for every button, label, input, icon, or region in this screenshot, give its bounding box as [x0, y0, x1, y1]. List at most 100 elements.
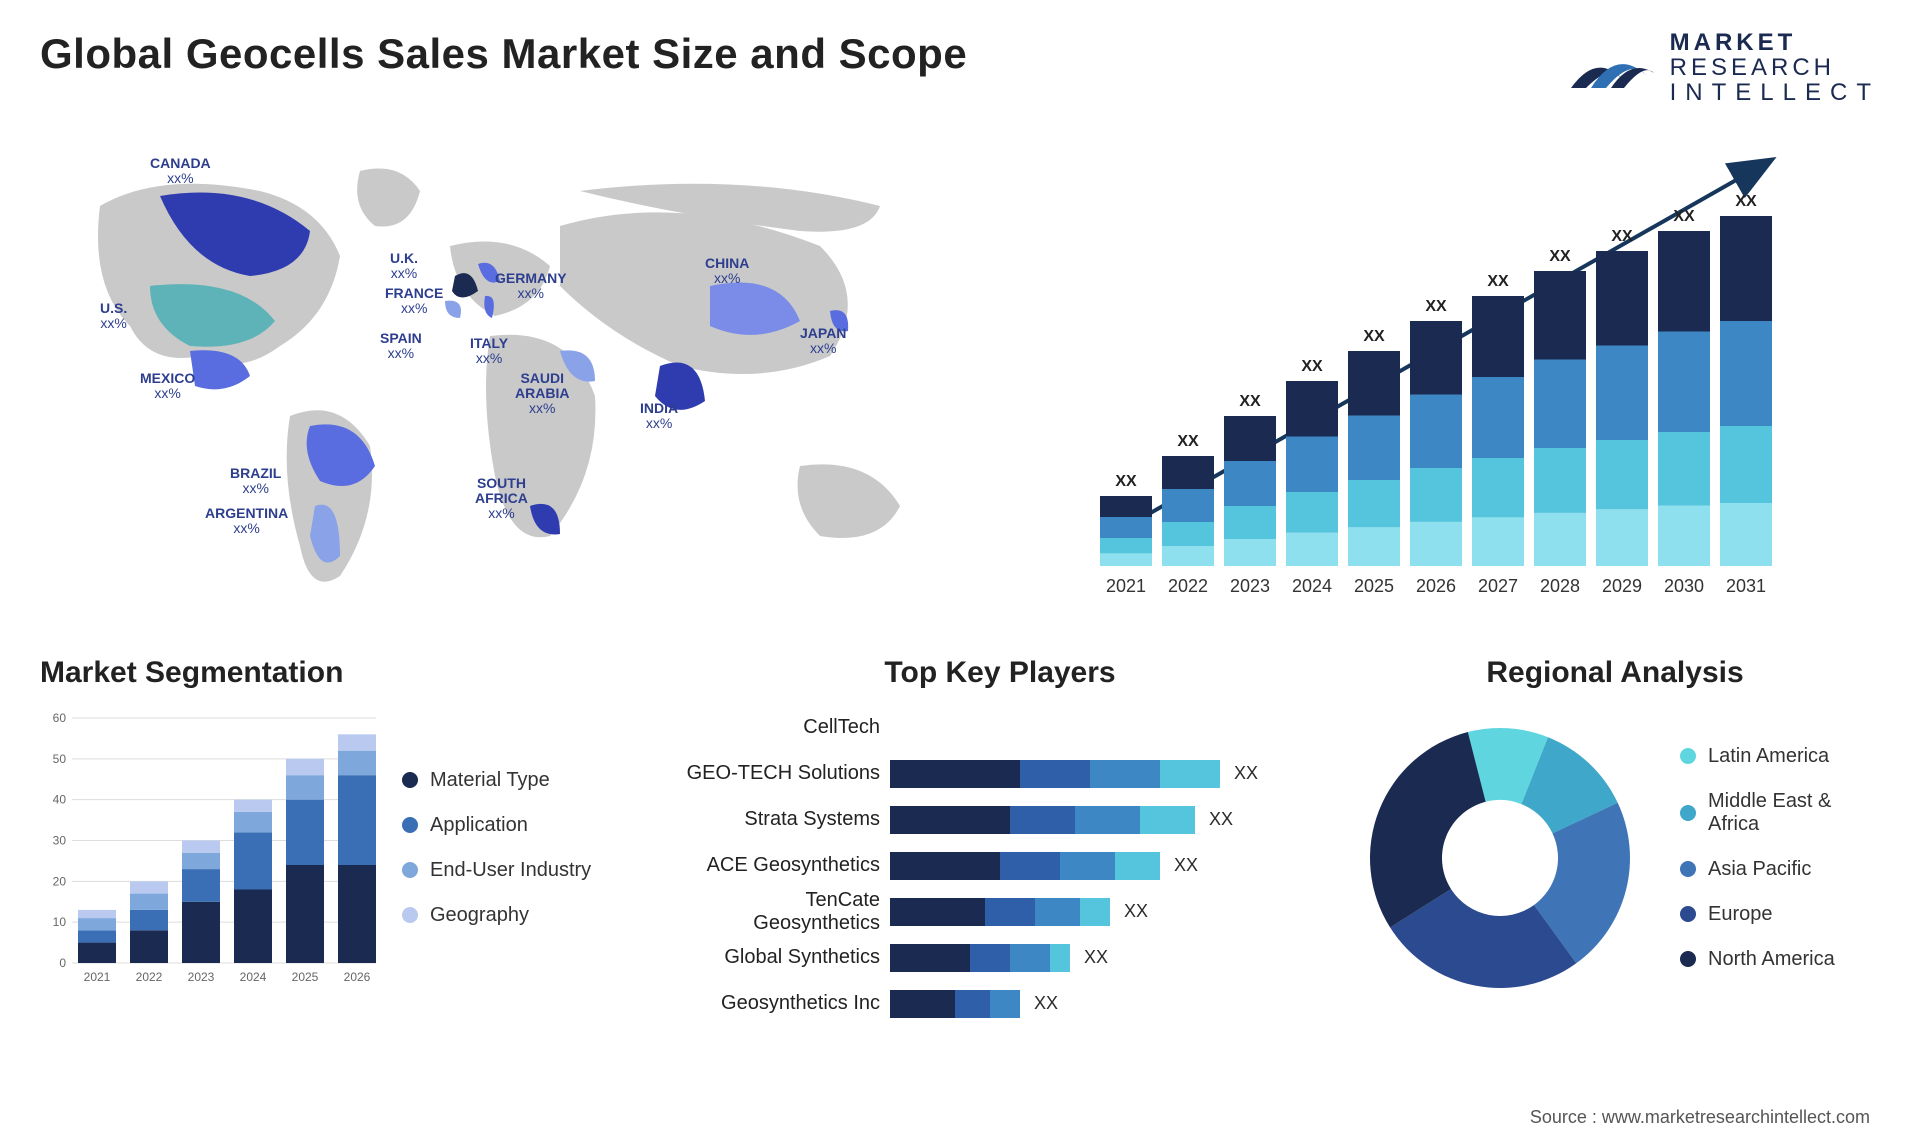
svg-text:2024: 2024 — [1292, 576, 1332, 596]
map-label: CHINAxx% — [705, 256, 749, 287]
legend-item: Geography — [402, 904, 591, 927]
player-name: ACE Geosynthetics — [680, 854, 890, 877]
player-bar-seg — [1020, 760, 1090, 788]
legend-label: Geography — [430, 904, 529, 927]
legend-swatch — [402, 907, 418, 923]
svg-text:2025: 2025 — [292, 970, 319, 984]
legend-label: Application — [430, 814, 528, 837]
svg-text:2022: 2022 — [1168, 576, 1208, 596]
player-bar-seg — [1080, 898, 1110, 926]
legend-item: Application — [402, 814, 591, 837]
segmentation-legend: Material Type Application End-User Industr… — [402, 708, 591, 988]
player-bar-seg — [955, 990, 990, 1018]
map-label: CANADAxx% — [150, 156, 211, 187]
player-bar-seg — [890, 806, 1010, 834]
players-panel: Top Key Players CellTechGEO-TECH Solutio… — [680, 656, 1320, 1028]
legend-swatch — [1680, 906, 1696, 922]
segmentation-panel: Market Segmentation 01020304050602021202… — [40, 656, 650, 1028]
player-name: GEO-TECH Solutions — [680, 762, 890, 785]
map-label: U.S.xx% — [100, 301, 127, 332]
svg-text:2023: 2023 — [1230, 576, 1270, 596]
map-label: JAPANxx% — [800, 326, 846, 357]
player-bar-seg — [990, 990, 1020, 1018]
player-bar-seg — [1000, 852, 1060, 880]
logo-line2: RESEARCH — [1670, 55, 1880, 80]
player-name: TenCate Geosynthetics — [680, 889, 890, 935]
legend-item: End-User Industry — [402, 859, 591, 882]
player-bar — [890, 944, 1070, 972]
regional-legend: Latin AmericaMiddle East & AfricaAsia Pa… — [1680, 745, 1835, 971]
svg-text:2024: 2024 — [240, 970, 267, 984]
player-bar-seg — [890, 760, 1020, 788]
brand-logo: MARKET RESEARCH INTELLECT — [1566, 30, 1880, 106]
svg-text:XX: XX — [1487, 273, 1509, 290]
player-row: Global Synthetics XX — [680, 938, 1320, 978]
legend-item: Middle East & Africa — [1680, 790, 1835, 836]
player-bar-seg — [1140, 806, 1195, 834]
svg-text:XX: XX — [1673, 208, 1695, 225]
map-label: INDIAxx% — [640, 401, 678, 432]
svg-text:2026: 2026 — [344, 970, 371, 984]
logo-line1: MARKET — [1670, 30, 1880, 55]
svg-text:2021: 2021 — [84, 970, 111, 984]
svg-text:60: 60 — [53, 711, 67, 725]
logo-swoosh-icon — [1566, 33, 1656, 103]
player-bar-seg — [890, 990, 955, 1018]
map-label: U.K.xx% — [390, 251, 418, 282]
page-title: Global Geocells Sales Market Size and Sc… — [40, 30, 967, 78]
map-label: ARGENTINAxx% — [205, 506, 288, 537]
legend-swatch — [402, 862, 418, 878]
legend-label: North America — [1708, 948, 1835, 971]
legend-label: Material Type — [430, 769, 550, 792]
legend-item: North America — [1680, 948, 1835, 971]
svg-text:40: 40 — [53, 792, 67, 806]
svg-text:50: 50 — [53, 751, 67, 765]
player-name: Global Synthetics — [680, 946, 890, 969]
svg-text:0: 0 — [59, 956, 66, 970]
player-row: TenCate Geosynthetics XX — [680, 892, 1320, 932]
player-bar-seg — [1035, 898, 1080, 926]
segmentation-title: Market Segmentation — [40, 656, 650, 690]
svg-text:XX: XX — [1239, 393, 1261, 410]
player-row: Geosynthetics IncXX — [680, 984, 1320, 1024]
player-value: XX — [1234, 763, 1258, 784]
legend-label: Europe — [1708, 903, 1773, 926]
svg-text:2029: 2029 — [1602, 576, 1642, 596]
map-label: SPAINxx% — [380, 331, 422, 362]
player-value: XX — [1124, 901, 1148, 922]
legend-item: Europe — [1680, 903, 1835, 926]
map-label: MEXICOxx% — [140, 371, 195, 402]
legend-swatch — [1680, 861, 1696, 877]
svg-text:XX: XX — [1115, 473, 1137, 490]
segmentation-chart: 0102030405060202120222023202420252026 — [40, 708, 380, 988]
svg-text:XX: XX — [1363, 328, 1385, 345]
row-top: CANADAxx%U.S.xx%MEXICOxx%BRAZILxx%ARGENT… — [40, 136, 1880, 616]
player-value: XX — [1034, 993, 1058, 1014]
player-bar-seg — [1075, 806, 1140, 834]
player-bar-seg — [1115, 852, 1160, 880]
svg-text:2028: 2028 — [1540, 576, 1580, 596]
svg-text:20: 20 — [53, 874, 67, 888]
players-chart: CellTechGEO-TECH SolutionsXXStrata Syste… — [680, 708, 1320, 1028]
player-bar-seg — [970, 944, 1010, 972]
map-label: ITALYxx% — [470, 336, 508, 367]
header: Global Geocells Sales Market Size and Sc… — [40, 30, 1880, 106]
legend-swatch — [1680, 805, 1696, 821]
player-value: XX — [1209, 809, 1233, 830]
svg-text:2025: 2025 — [1354, 576, 1394, 596]
map-label: SAUDIARABIAxx% — [515, 371, 569, 417]
legend-swatch — [402, 817, 418, 833]
svg-text:XX: XX — [1549, 248, 1571, 265]
player-value: XX — [1084, 947, 1108, 968]
row-bottom: Market Segmentation 01020304050602021202… — [40, 656, 1880, 1028]
player-bar — [890, 898, 1110, 926]
legend-label: Asia Pacific — [1708, 858, 1811, 881]
player-bar-seg — [1010, 944, 1050, 972]
player-name: CellTech — [680, 716, 890, 739]
player-row: GEO-TECH Solutions XX — [680, 754, 1320, 794]
player-row: CellTech — [680, 708, 1320, 748]
svg-text:2021: 2021 — [1106, 576, 1146, 596]
player-bar-seg — [1160, 760, 1220, 788]
player-bar-seg — [985, 898, 1035, 926]
regional-donut — [1350, 708, 1650, 1008]
